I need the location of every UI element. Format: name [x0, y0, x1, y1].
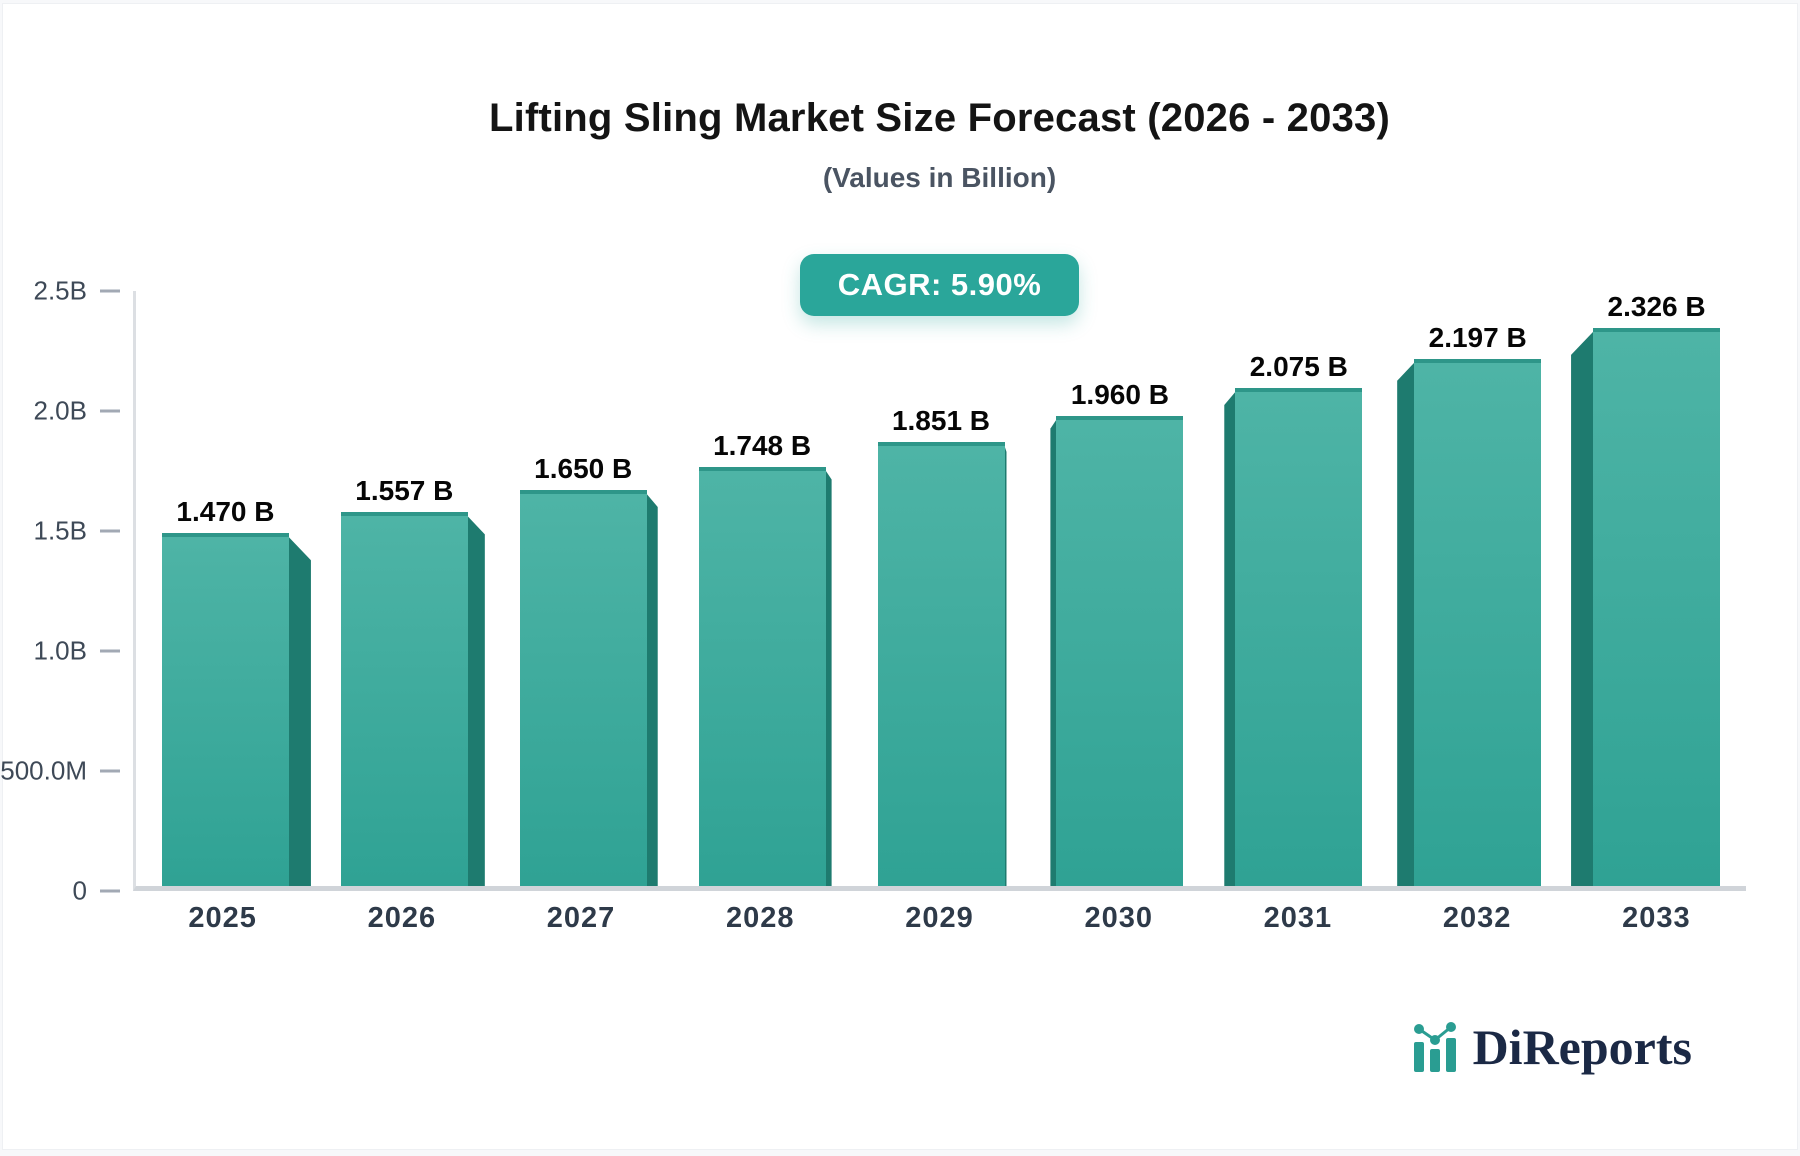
bar-3d-side	[1004, 445, 1007, 886]
bar-slot: 1.470 B	[136, 291, 315, 886]
bar-3d-side	[646, 494, 658, 886]
bar-value-label: 1.960 B	[1070, 378, 1169, 410]
chart-subtitle: (Values in Billion)	[822, 162, 1057, 193]
bar-value-label: 1.748 B	[713, 429, 812, 461]
bar-chart-logo-icon	[1413, 1022, 1456, 1072]
bar-3d-side	[288, 537, 311, 886]
bar-slot: 1.748 B	[673, 291, 852, 886]
bar-value-label: 1.650 B	[534, 453, 633, 484]
y-axis-tick: 500.0M	[0, 756, 133, 787]
bar-value-label: 1.470 B	[176, 496, 275, 528]
y-axis-tick-mark	[100, 409, 120, 413]
chart-area: 1.470 B 1.557 B 1.650 B 1.748 B 1.851 B 1.960…	[133, 291, 1746, 891]
x-axis-label-2031: 2031	[1263, 902, 1333, 934]
y-axis-tick: 0	[73, 876, 133, 907]
y-axis-tick: 2.5B	[34, 276, 134, 307]
x-axis-label-2027: 2027	[546, 902, 616, 934]
y-axis-tick-label: 2.0B	[33, 395, 88, 426]
bar-2025: 1.470 B	[161, 496, 311, 886]
bar-3d-side	[1224, 392, 1236, 886]
bar-slot: 1.557 B	[315, 291, 494, 886]
bar-2033: 2.326 B	[1571, 291, 1721, 886]
y-axis-tick-mark	[100, 769, 120, 773]
bar-2029: 1.851 B	[877, 405, 1007, 886]
x-axis-label-2028: 2028	[726, 902, 795, 934]
x-axis-label-2030: 2030	[1084, 902, 1153, 934]
y-axis-tick-label: 2.5B	[33, 275, 88, 306]
y-axis-tick-mark	[100, 649, 120, 653]
x-axis-label-2032: 2032	[1442, 902, 1512, 934]
plot-area: 1.470 B 1.557 B 1.650 B 1.748 B 1.851 B 1.960…	[136, 291, 1746, 886]
y-axis-tick: 1.5B	[34, 516, 134, 547]
bar-2030: 1.960 B	[1050, 379, 1184, 886]
bar-slot: 2.197 B	[1388, 291, 1567, 886]
y-axis-tick-label: 0	[72, 875, 87, 906]
y-axis-tick-mark	[100, 289, 120, 293]
x-axis-label-2026: 2026	[367, 902, 437, 934]
y-axis-tick: 2.0B	[34, 396, 134, 427]
y-axis-tick: 1.0B	[34, 636, 134, 667]
bar-slot: 2.326 B	[1567, 291, 1746, 886]
y-axis-tick-mark	[100, 889, 120, 893]
y-axis-tick-mark	[100, 529, 120, 533]
logo-text: DiReports	[1472, 1019, 1692, 1075]
bar-slot: 1.960 B	[1030, 291, 1209, 886]
bar-2028: 1.748 B	[698, 430, 832, 886]
bar-value-label: 1.851 B	[891, 404, 991, 436]
chart-card: Lifting Sling Market Size Forecast (2026…	[0, 3, 1798, 1150]
y-axis: 2.5B 2.0B 1.5B 1.0B 500.0M 0	[0, 276, 134, 906]
bar-3d-side	[825, 470, 832, 886]
bar-3d-side	[1571, 331, 1594, 886]
bar-2031: 2.075 B	[1224, 351, 1363, 886]
cagr-badge-row: CAGR: 5.90%	[133, 254, 1746, 316]
bar-value-label: 1.557 B	[355, 475, 454, 507]
x-axis-label-2025: 2025	[188, 902, 257, 934]
cagr-badge: CAGR: 5.90%	[799, 254, 1080, 316]
bar-slot: 2.075 B	[1209, 291, 1388, 886]
bar-2027: 1.650 B	[519, 453, 658, 886]
x-axis: 2025 2026 2027 2028 2029 2030 2031 2032 2033	[133, 902, 1746, 935]
bar-slot: 1.650 B	[494, 291, 673, 886]
bar-value-label: 2.197 B	[1428, 321, 1527, 353]
chart-title: Lifting Sling Market Size Forecast (2026…	[489, 96, 1390, 140]
x-axis-label-2029: 2029	[905, 902, 974, 934]
y-axis-tick-label: 1.5B	[33, 515, 88, 546]
bar-value-label: 2.326 B	[1607, 290, 1706, 322]
bar-3d-side	[1050, 419, 1057, 886]
bar-2026: 1.557 B	[340, 475, 485, 886]
y-axis-tick-label: 1.0B	[33, 635, 88, 666]
y-axis-tick-label: 500.0M	[0, 755, 87, 786]
bar-3d-side	[467, 516, 485, 886]
direports-logo: DiReports	[1411, 1016, 1692, 1072]
bar-value-label: 2.075 B	[1249, 351, 1348, 382]
x-axis-label-2033: 2033	[1622, 902, 1691, 934]
bar-3d-side	[1397, 362, 1415, 886]
bar-2032: 2.197 B	[1397, 322, 1542, 886]
bar-slot: 1.851 B	[852, 291, 1031, 886]
